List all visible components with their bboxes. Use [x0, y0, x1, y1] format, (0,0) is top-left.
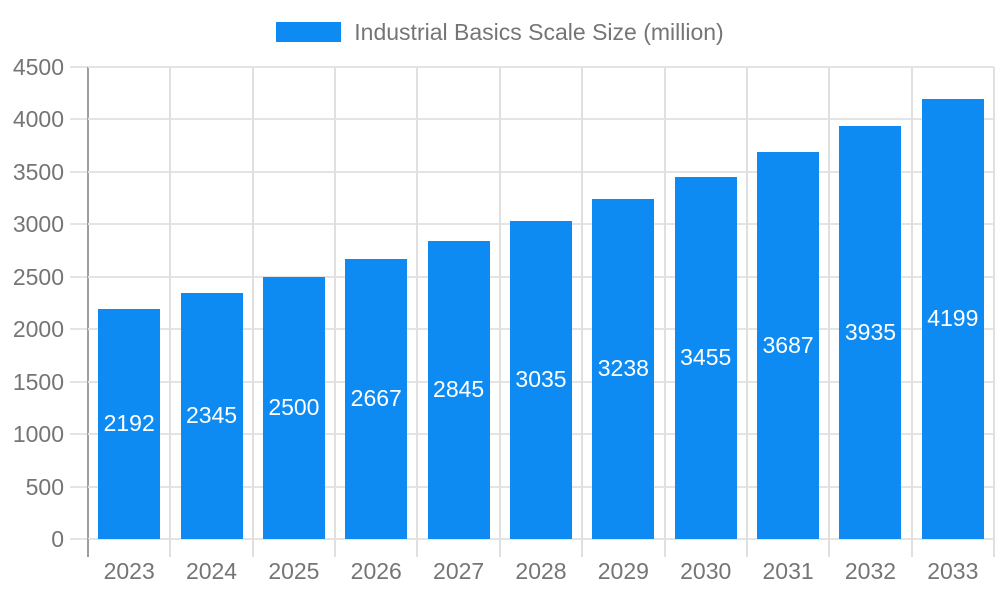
y-axis: 0 500 1000 1500 2000 2500 3000 3500 4000 4500 [0, 54, 88, 552]
bar-value-label: 3687 [762, 331, 814, 358]
bar: 2192 [98, 309, 161, 539]
x-tick-mark [663, 539, 666, 557]
x-tick-label: 2025 [268, 558, 320, 584]
x-tick-mark [745, 539, 748, 557]
y-gridline [88, 170, 994, 173]
y-tick-mark [70, 223, 88, 226]
bar-value-label: 2667 [350, 385, 402, 412]
legend-swatch-icon [276, 22, 342, 42]
y-tick-label: 1000 [12, 421, 64, 448]
bar-value-label: 3035 [515, 365, 567, 392]
x-axis-ticks [87, 539, 995, 557]
x-tick-mark [910, 539, 913, 557]
bar-value-label: 2845 [433, 375, 485, 402]
bar-value-label: 2345 [185, 402, 238, 429]
bar: 2667 [345, 259, 408, 539]
y-tick-mark [70, 118, 88, 121]
y-tick-label: 0 [51, 526, 64, 552]
bar: 2345 [180, 293, 243, 539]
y-axis-line [87, 67, 89, 539]
x-gridline [416, 67, 419, 539]
x-tick-mark [87, 539, 89, 557]
x-gridline [663, 67, 666, 539]
bar-value-label: 3935 [844, 318, 897, 345]
y-tick-label: 2500 [12, 263, 64, 290]
x-gridline [251, 67, 254, 539]
y-tick-label: 4500 [12, 54, 64, 80]
x-gridline [910, 67, 913, 539]
y-tick-label: 3500 [12, 158, 64, 185]
y-tick-label: 2000 [12, 316, 64, 343]
bar-value-label: 2192 [103, 410, 155, 437]
y-tick-mark [70, 170, 88, 173]
y-tick-label: 1500 [12, 368, 64, 395]
bar-value-label: 2500 [268, 393, 320, 420]
bar: 3935 [839, 126, 902, 539]
x-gridline [828, 67, 831, 539]
x-gridline [581, 67, 584, 539]
x-tick-label: 2031 [762, 558, 814, 584]
y-tick-mark [70, 66, 88, 68]
bar-value-label: 3238 [597, 355, 649, 382]
x-gridline [498, 67, 501, 539]
bar: 2845 [427, 240, 490, 539]
plot-area: 2192 2345 2500 2667 2845 3035 3238 3455 3687 3935… [87, 66, 995, 540]
bar-value-label: 3455 [680, 343, 732, 370]
x-tick-label: 2030 [680, 558, 732, 584]
x-tick-mark [993, 539, 995, 557]
x-tick-label: 2033 [927, 558, 979, 584]
bar: 2500 [262, 276, 325, 539]
x-axis: 2023 2024 2025 2026 2027 2028 2029 2030 2031 2032… [88, 558, 994, 588]
bar: 3687 [757, 152, 820, 539]
y-tick-label: 4000 [12, 106, 64, 133]
legend-label: Industrial Basics Scale Size (million) [354, 18, 724, 45]
x-tick-label: 2027 [433, 558, 485, 584]
bar: 3238 [592, 199, 655, 539]
y-tick-mark [70, 328, 88, 331]
bar: 3455 [674, 176, 737, 539]
y-gridline [88, 538, 994, 540]
bar: 3035 [510, 220, 572, 539]
x-tick-label: 2026 [350, 558, 402, 584]
bar: 4199 [921, 98, 984, 539]
y-tick-mark [70, 538, 88, 540]
y-tick-mark [70, 275, 88, 278]
y-tick-mark [70, 433, 88, 436]
x-gridline [993, 67, 995, 539]
y-tick-label: 500 [25, 473, 64, 500]
x-tick-mark [169, 539, 172, 557]
x-gridline [334, 67, 337, 539]
y-tick-mark [70, 485, 88, 488]
x-tick-mark [251, 539, 254, 557]
legend: Industrial Basics Scale Size (million) [0, 18, 1000, 45]
x-tick-mark [334, 539, 337, 557]
y-gridline [88, 66, 994, 68]
x-gridline [169, 67, 172, 539]
x-tick-mark [828, 539, 831, 557]
x-tick-label: 2024 [185, 558, 238, 584]
x-gridline [745, 67, 748, 539]
x-tick-label: 2029 [597, 558, 649, 584]
x-tick-label: 2032 [844, 558, 897, 584]
y-tick-label: 3000 [12, 211, 64, 238]
x-tick-label: 2023 [103, 558, 155, 584]
bar-value-label: 4199 [927, 304, 979, 331]
x-tick-mark [581, 539, 584, 557]
y-gridline [88, 118, 994, 121]
x-tick-mark [416, 539, 419, 557]
x-tick-label: 2028 [515, 558, 567, 584]
y-tick-mark [70, 380, 88, 383]
x-tick-mark [498, 539, 501, 557]
